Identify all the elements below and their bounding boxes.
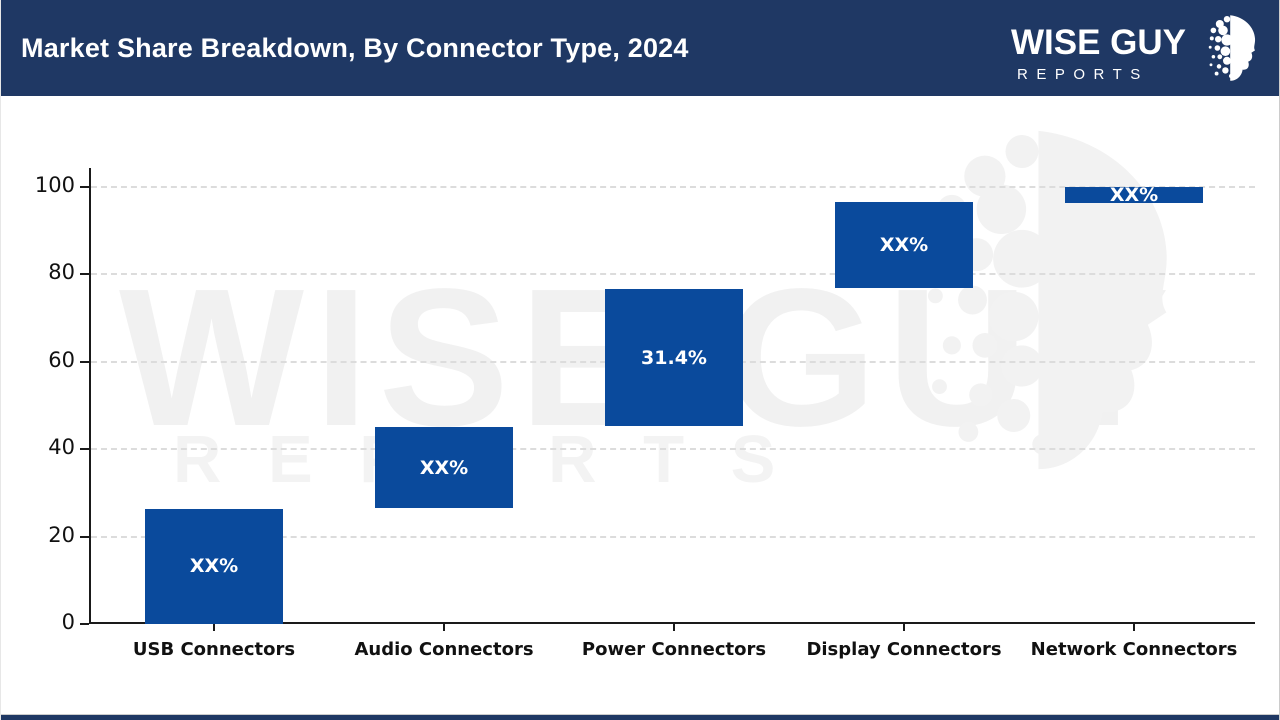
bar-value-label-network-connectors: XX%	[1109, 183, 1159, 206]
header: Market Share Breakdown, By Connector Typ…	[1, 0, 1279, 96]
y-axis-tick-60	[80, 360, 89, 363]
x-axis-tick-network-connectors	[1133, 624, 1135, 631]
plot-area: 0 20 40 60 80 100 USB Connectors Audio Connecto…	[35, 168, 1255, 660]
y-axis-tick-20	[80, 535, 89, 538]
bar-network-connectors: XX%	[1065, 183, 1203, 206]
x-axis-tick-power-connectors	[673, 624, 675, 631]
logo-text-line2: REPORTS	[1017, 66, 1149, 83]
y-tick-label-60: 60	[48, 347, 75, 372]
bar-usb-connectors: XX%	[145, 508, 283, 624]
bar-value-label-audio-connectors: XX%	[419, 456, 469, 479]
x-tick-label-network-connectors: Network Connectors	[1030, 639, 1238, 660]
x-tick-label-display-connectors: Display Connectors	[806, 639, 1002, 660]
gridline-20	[91, 535, 1255, 538]
y-axis-tick-100	[80, 186, 89, 188]
y-axis-tick-80	[80, 273, 89, 276]
bar-power-connectors: 31.4%	[605, 289, 743, 427]
wise-guy-logo: WISE GUY REPORTS	[1009, 5, 1261, 91]
y-tick-label-0: 0	[61, 610, 75, 634]
y-axis-tick-40	[80, 448, 89, 451]
bar-value-label-usb-connectors: XX%	[189, 555, 239, 578]
gridline-100	[91, 186, 1255, 188]
y-tick-label-20: 20	[48, 522, 75, 547]
gridline-80	[91, 273, 1255, 276]
x-tick-label-audio-connectors: Audio Connectors	[354, 639, 534, 660]
footer-bar	[1, 715, 1279, 720]
gridline-40	[91, 448, 1255, 451]
y-tick-label-100: 100	[34, 173, 75, 197]
bar-audio-connectors: XX%	[375, 427, 513, 508]
page-title: Market Share Breakdown, By Connector Typ…	[21, 32, 689, 63]
logo-head-icon	[1208, 15, 1256, 81]
x-tick-label-power-connectors: Power Connectors	[581, 639, 767, 660]
x-axis-tick-audio-connectors	[443, 624, 445, 631]
logo-text-line1: WISE GUY	[1011, 23, 1186, 62]
x-tick-label-usb-connectors: USB Connectors	[132, 639, 296, 660]
x-axis-tick-display-connectors	[903, 624, 905, 631]
y-axis-tick-0	[80, 623, 89, 625]
bar-value-label-power-connectors: 31.4%	[641, 346, 707, 369]
y-tick-label-80: 80	[48, 260, 75, 285]
wise-guy-logo-icon: WISE GUY REPORTS	[1011, 15, 1256, 83]
bar-display-connectors: XX%	[835, 201, 973, 289]
x-axis-tick-usb-connectors	[213, 624, 215, 631]
bar-value-label-display-connectors: XX%	[879, 234, 929, 257]
y-tick-label-40: 40	[48, 435, 75, 460]
